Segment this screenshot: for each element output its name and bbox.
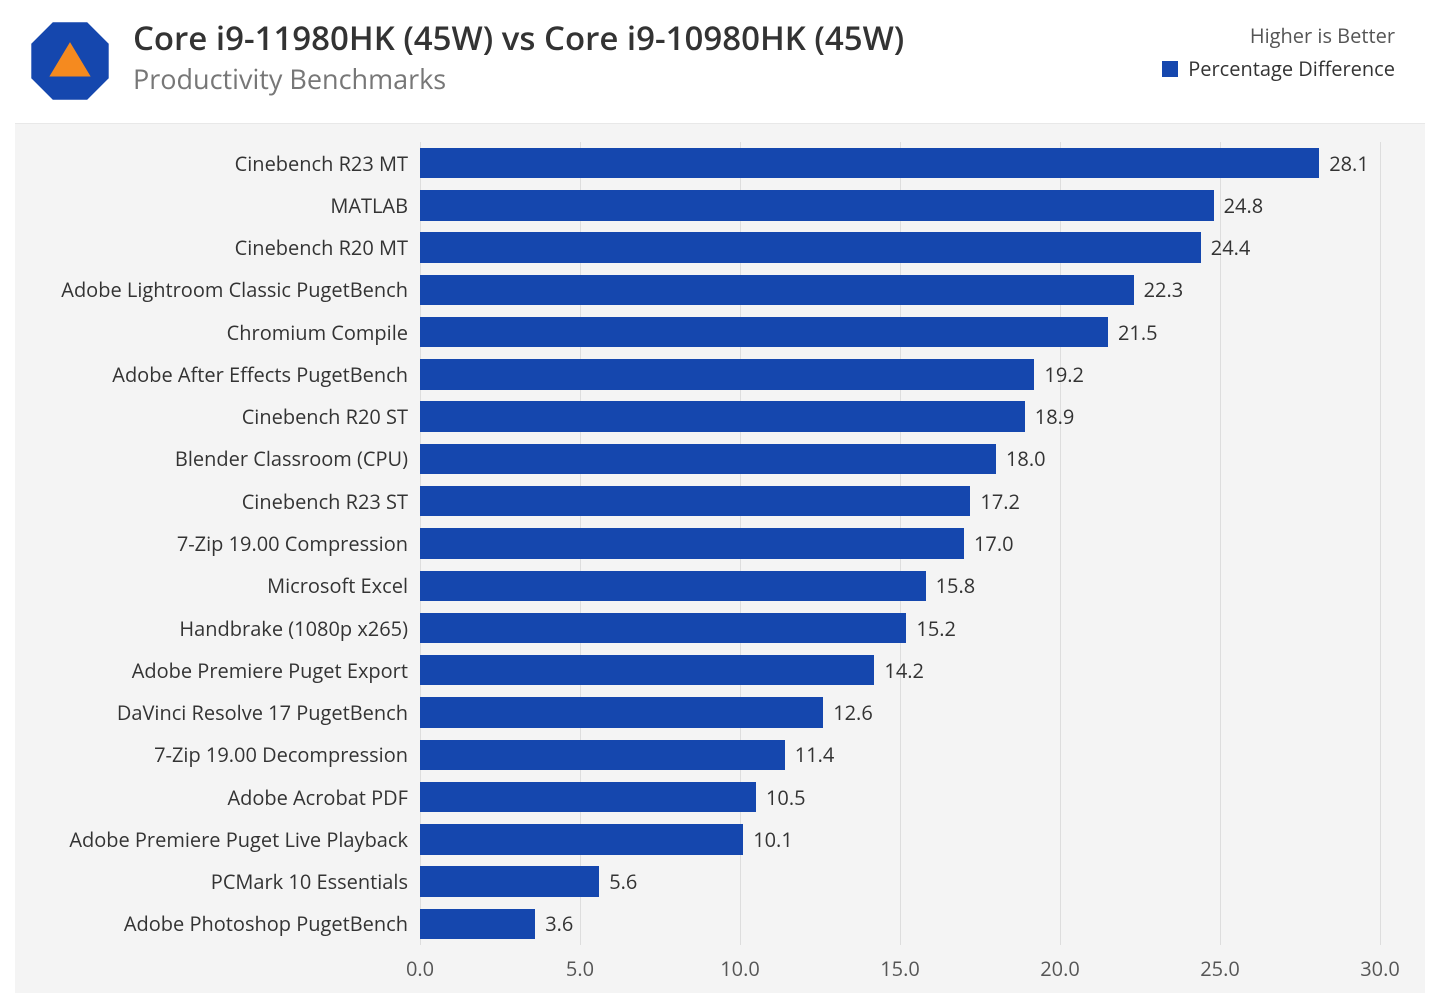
bar bbox=[420, 697, 823, 727]
bar bbox=[420, 824, 743, 854]
bar-category-label: Adobe Premiere Puget Export bbox=[132, 657, 420, 684]
bar bbox=[420, 740, 785, 770]
bar-category-label: Cinebench R20 MT bbox=[235, 234, 420, 261]
plot-region: Cinebench R23 MT28.1 MATLAB24.8 Cinebench … bbox=[420, 142, 1380, 945]
bar-value-label: 22.3 bbox=[1134, 276, 1184, 303]
bar bbox=[420, 909, 535, 939]
x-tick-label: 0.0 bbox=[406, 955, 434, 982]
chart-title: Core i9-11980HK (45W) vs Core i9-10980HK… bbox=[133, 18, 1142, 58]
gridline bbox=[1380, 142, 1381, 945]
x-axis: 0.05.010.015.020.025.030.0 bbox=[420, 945, 1380, 993]
bar-category-label: 7-Zip 19.00 Decompression bbox=[154, 741, 420, 768]
bar-value-label: 28.1 bbox=[1319, 150, 1369, 177]
bar-category-label: PCMark 10 Essentials bbox=[211, 868, 420, 895]
bar-category-label: MATLAB bbox=[330, 192, 420, 219]
bar-category-label: Chromium Compile bbox=[227, 319, 420, 346]
bar-row: DaVinci Resolve 17 PugetBench12.6 bbox=[420, 697, 1380, 727]
bar-value-label: 18.0 bbox=[996, 445, 1046, 472]
bar-value-label: 10.1 bbox=[743, 826, 793, 853]
bar-value-label: 3.6 bbox=[535, 910, 573, 937]
bar-row: Cinebench R20 ST18.9 bbox=[420, 401, 1380, 431]
bar-row: Chromium Compile21.5 bbox=[420, 317, 1380, 347]
bar-value-label: 12.6 bbox=[823, 699, 873, 726]
x-tick-label: 20.0 bbox=[1040, 955, 1080, 982]
bar-value-label: 11.4 bbox=[785, 741, 835, 768]
bar bbox=[420, 444, 996, 474]
bar-row: Adobe Premiere Puget Export14.2 bbox=[420, 655, 1380, 685]
brand-logo-icon bbox=[27, 18, 113, 109]
bar bbox=[420, 486, 970, 516]
x-tick-label: 25.0 bbox=[1200, 955, 1240, 982]
bar-value-label: 10.5 bbox=[756, 784, 806, 811]
bar bbox=[420, 317, 1108, 347]
higher-is-better-label: Higher is Better bbox=[1162, 22, 1395, 49]
bar-row: 7-Zip 19.00 Decompression11.4 bbox=[420, 740, 1380, 770]
bar-row: Adobe Lightroom Classic PugetBench22.3 bbox=[420, 275, 1380, 305]
bar bbox=[420, 866, 599, 896]
legend-swatch-icon bbox=[1162, 61, 1178, 77]
bar-category-label: Cinebench R23 ST bbox=[242, 488, 420, 515]
bar-category-label: Adobe Photoshop PugetBench bbox=[124, 910, 420, 937]
x-tick-label: 5.0 bbox=[566, 955, 594, 982]
x-tick-label: 30.0 bbox=[1360, 955, 1400, 982]
bar-value-label: 17.0 bbox=[964, 530, 1014, 557]
bar-value-label: 24.8 bbox=[1214, 192, 1264, 219]
bar-row: Cinebench R23 ST17.2 bbox=[420, 486, 1380, 516]
bar-row: PCMark 10 Essentials5.6 bbox=[420, 866, 1380, 896]
bar-row: Cinebench R20 MT24.4 bbox=[420, 232, 1380, 262]
bar-row: Cinebench R23 MT28.1 bbox=[420, 148, 1380, 178]
bar bbox=[420, 613, 906, 643]
bar-value-label: 15.8 bbox=[926, 572, 976, 599]
bar bbox=[420, 190, 1214, 220]
x-tick-label: 10.0 bbox=[720, 955, 760, 982]
bar-category-label: Microsoft Excel bbox=[267, 572, 420, 599]
bar-value-label: 15.2 bbox=[906, 615, 956, 642]
bar bbox=[420, 275, 1134, 305]
bar-value-label: 19.2 bbox=[1034, 361, 1084, 388]
legend-item: Percentage Difference bbox=[1162, 55, 1395, 82]
title-block: Core i9-11980HK (45W) vs Core i9-10980HK… bbox=[133, 18, 1142, 97]
bar-row: Adobe After Effects PugetBench19.2 bbox=[420, 359, 1380, 389]
chart-area: Cinebench R23 MT28.1MATLAB24.8Cinebench … bbox=[15, 123, 1425, 993]
bar-value-label: 5.6 bbox=[599, 868, 637, 895]
bar-value-label: 21.5 bbox=[1108, 319, 1158, 346]
bar-row: Handbrake (1080p x265)15.2 bbox=[420, 613, 1380, 643]
bar bbox=[420, 148, 1319, 178]
bar-row: Adobe Photoshop PugetBench3.6 bbox=[420, 909, 1380, 939]
chart-subtitle: Productivity Benchmarks bbox=[133, 60, 1142, 97]
bar-row: Adobe Premiere Puget Live Playback10.1 bbox=[420, 824, 1380, 854]
bar-category-label: Adobe After Effects PugetBench bbox=[112, 361, 420, 388]
bar-value-label: 24.4 bbox=[1201, 234, 1251, 261]
bar-row: MATLAB24.8 bbox=[420, 190, 1380, 220]
legend-label: Percentage Difference bbox=[1188, 55, 1395, 82]
bar-category-label: DaVinci Resolve 17 PugetBench bbox=[117, 699, 420, 726]
bar-category-label: Adobe Lightroom Classic PugetBench bbox=[61, 276, 420, 303]
bar-row: Blender Classroom (CPU)18.0 bbox=[420, 444, 1380, 474]
bar-row: 7-Zip 19.00 Compression17.0 bbox=[420, 528, 1380, 558]
bar-category-label: Adobe Premiere Puget Live Playback bbox=[69, 826, 420, 853]
bar-category-label: 7-Zip 19.00 Compression bbox=[177, 530, 420, 557]
bar-category-label: Adobe Acrobat PDF bbox=[227, 784, 420, 811]
bar-value-label: 18.9 bbox=[1025, 403, 1075, 430]
bar-category-label: Cinebench R23 MT bbox=[235, 150, 420, 177]
bar bbox=[420, 528, 964, 558]
bar bbox=[420, 782, 756, 812]
bar-category-label: Handbrake (1080p x265) bbox=[179, 615, 420, 642]
bar-row: Adobe Acrobat PDF10.5 bbox=[420, 782, 1380, 812]
bar bbox=[420, 359, 1034, 389]
chart-header: Core i9-11980HK (45W) vs Core i9-10980HK… bbox=[15, 10, 1425, 123]
bar-value-label: 17.2 bbox=[970, 488, 1020, 515]
bar-category-label: Blender Classroom (CPU) bbox=[175, 445, 420, 472]
bar bbox=[420, 655, 874, 685]
bar bbox=[420, 232, 1201, 262]
bar-category-label: Cinebench R20 ST bbox=[242, 403, 420, 430]
bar-value-label: 14.2 bbox=[874, 657, 924, 684]
bar bbox=[420, 401, 1025, 431]
bar bbox=[420, 571, 926, 601]
legend-block: Higher is Better Percentage Difference bbox=[1162, 18, 1425, 82]
bar-row: Microsoft Excel15.8 bbox=[420, 571, 1380, 601]
x-tick-label: 15.0 bbox=[880, 955, 920, 982]
